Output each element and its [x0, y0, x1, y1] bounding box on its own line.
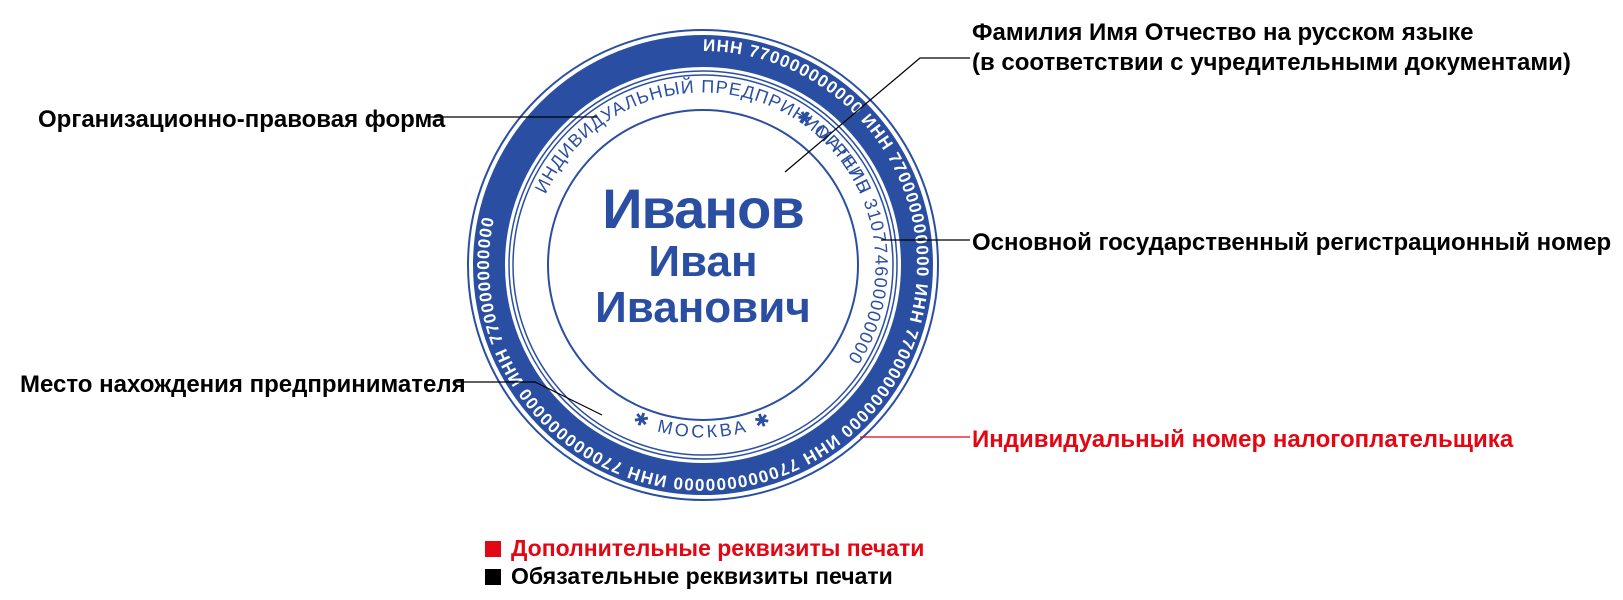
name-line-2: Иван — [553, 239, 853, 285]
callout-label-org-form: Организационно-правовая форма — [38, 105, 445, 135]
name-line-3: Иванович — [553, 285, 853, 331]
stamp-center-name: Иванов Иван Иванович — [553, 180, 853, 331]
legend-text: Дополнительные реквизиты печати — [511, 535, 924, 561]
diagram-canvas: ИНН 770000000000 ИНН 770000000000 ИНН 77… — [0, 0, 1623, 600]
legend-swatch — [485, 569, 501, 585]
callout-label-ogrn: Основной государственный регистрационный… — [972, 228, 1611, 258]
legend-swatch — [485, 541, 501, 557]
middle-bottom-text: ✱ МОСКВА ✱ — [631, 408, 776, 442]
callout-label-inn: Индивидуальный номер налогоплательщика — [972, 425, 1513, 455]
legend-row: Обязательные реквизиты печати — [485, 563, 924, 591]
legend-row: Дополнительные реквизиты печати — [485, 535, 924, 563]
legend-text: Обязательные реквизиты печати — [511, 563, 893, 589]
name-line-1: Иванов — [553, 180, 853, 239]
callout-label-fio: Фамилия Имя Отчество на русском языке(в … — [972, 18, 1571, 78]
callout-label-location: Место нахождения предпринимателя — [20, 370, 466, 400]
legend: Дополнительные реквизиты печатиОбязатель… — [485, 535, 924, 590]
